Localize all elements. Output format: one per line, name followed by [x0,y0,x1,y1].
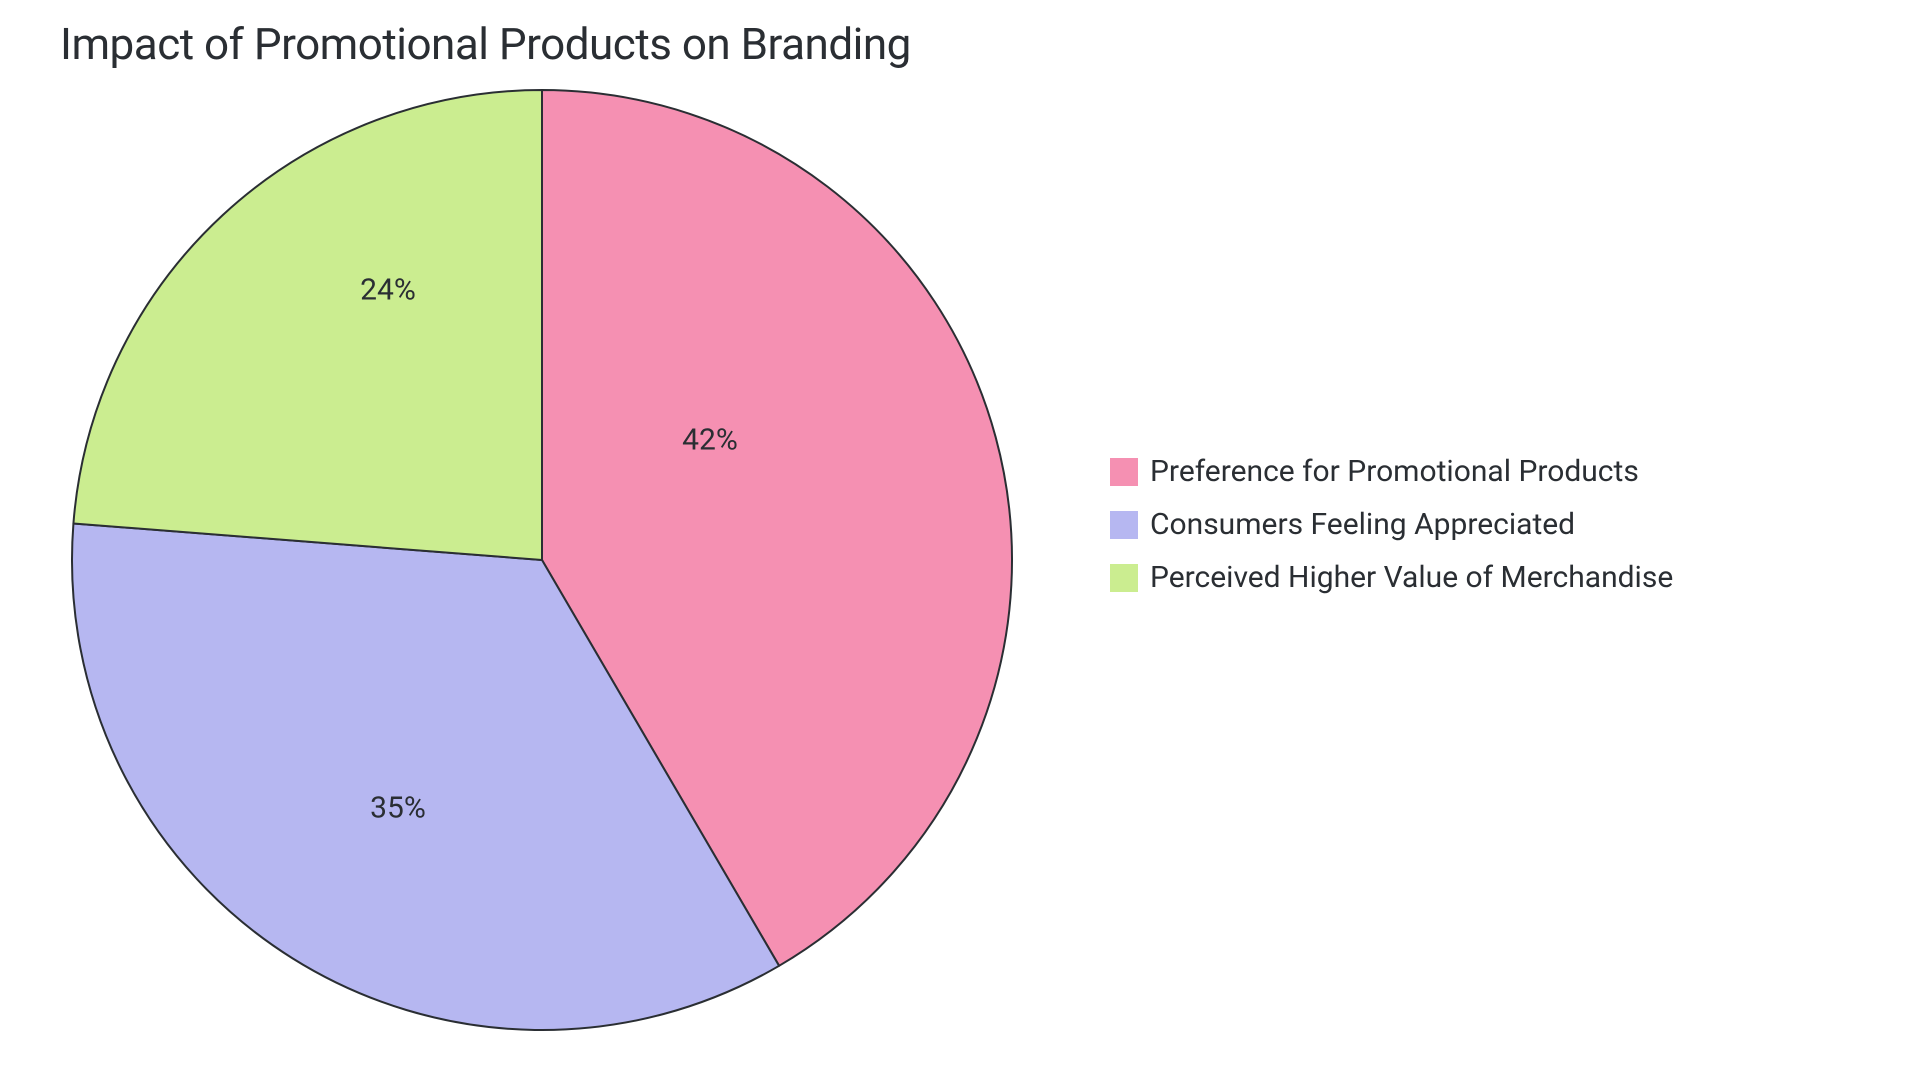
legend-swatch-2 [1110,564,1138,592]
chart-title: Impact of Promotional Products on Brandi… [60,18,911,70]
pie-svg [68,86,1016,1034]
legend-swatch-1 [1110,511,1138,539]
slice-label-1: 35% [370,791,426,826]
legend-item-2: Perceived Higher Value of Merchandise [1110,560,1673,595]
slice-label-2: 24% [360,273,416,308]
legend-label-0: Preference for Promotional Products [1150,454,1639,489]
pie-slice-2 [73,90,542,560]
legend-item-0: Preference for Promotional Products [1110,454,1673,489]
legend-label-1: Consumers Feeling Appreciated [1150,507,1575,542]
slice-label-0: 42% [682,423,738,458]
legend-item-1: Consumers Feeling Appreciated [1110,507,1673,542]
pie-chart [68,86,1016,1034]
legend-swatch-0 [1110,458,1138,486]
legend-label-2: Perceived Higher Value of Merchandise [1150,560,1673,595]
legend: Preference for Promotional Products Consu… [1110,454,1673,595]
